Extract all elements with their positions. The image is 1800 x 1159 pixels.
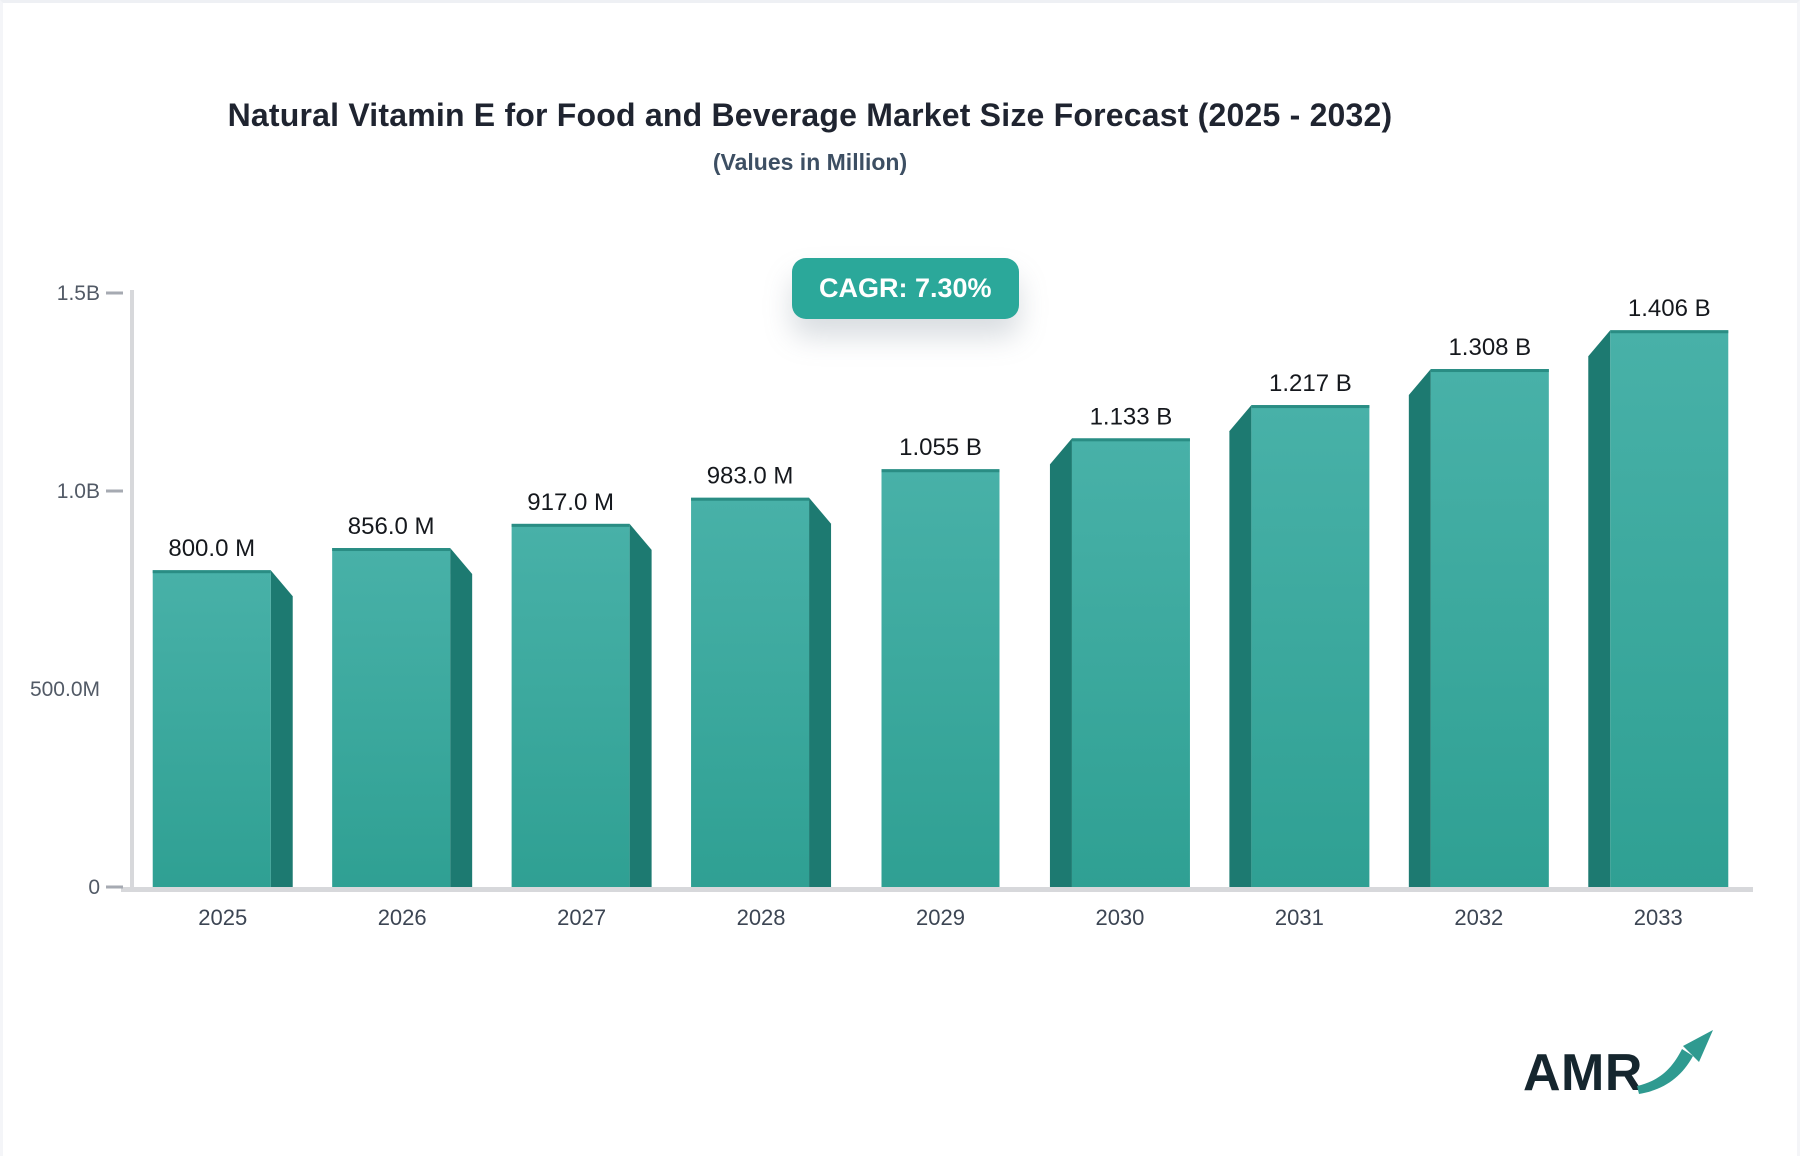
- bar-side: [629, 523, 652, 887]
- bar-group-2028[interactable]: 983.0 M: [691, 463, 832, 887]
- bar-group-2027[interactable]: 917.0 M: [511, 489, 652, 887]
- amr-logo: AMR: [1523, 1030, 1713, 1104]
- bar-side: [1588, 330, 1611, 887]
- growth-arrow-icon: [1637, 1030, 1713, 1094]
- bar-group-2025[interactable]: 800.0 M: [152, 535, 293, 887]
- bar-face: [1430, 369, 1549, 888]
- bar-group-2030[interactable]: 1.133 B: [1049, 403, 1190, 887]
- x-axis-label: 2028: [737, 905, 786, 930]
- bar-top-edge: [332, 548, 451, 552]
- bar-value-label: 1.308 B: [1448, 334, 1531, 361]
- bar-group-2033[interactable]: 1.406 B: [1588, 295, 1729, 887]
- bar-value-label: 917.0 M: [527, 489, 614, 516]
- y-tick-dash: [106, 885, 123, 889]
- bar-value-label: 1.133 B: [1090, 403, 1173, 430]
- bar-top-edge: [152, 570, 271, 574]
- bar-top-edge: [1610, 330, 1729, 334]
- chart-subtitle: (Values in Million): [712, 149, 908, 175]
- bar-top-edge: [1071, 438, 1190, 442]
- x-axis-label: 2025: [198, 905, 247, 930]
- bar-top-edge: [691, 497, 810, 501]
- x-axis-label: 2026: [378, 905, 427, 930]
- bar-side: [809, 497, 832, 887]
- y-axis-label: 1.0B: [57, 480, 100, 503]
- bar-value-label: 800.0 M: [168, 535, 255, 562]
- bar-value-label: 1.055 B: [899, 434, 982, 461]
- y-axis-line: [130, 290, 134, 890]
- x-axis-label: 2030: [1095, 905, 1144, 930]
- bar-face: [152, 570, 271, 887]
- bar-group-2029[interactable]: 1.055 B: [881, 434, 1000, 887]
- bar-top-edge: [881, 469, 1000, 473]
- bar-face: [691, 497, 810, 887]
- bar-value-label: 1.406 B: [1628, 295, 1711, 322]
- y-axis-label: 0: [88, 876, 100, 899]
- amr-logo-text: AMR: [1523, 1044, 1643, 1102]
- chart-title: Natural Vitamin E for Food and Beverage …: [227, 97, 1393, 133]
- axes-layer: 0 500.0M 1.0B 1.5B: [30, 282, 1753, 899]
- bar-face: [511, 523, 630, 887]
- y-axis-label: 500.0M: [30, 678, 100, 701]
- bar-face: [1071, 438, 1190, 887]
- bar-side: [450, 548, 473, 887]
- cagr-badge: CAGR: 7.30%: [792, 258, 1019, 319]
- x-axis-label: 2029: [916, 905, 965, 930]
- bar-value-label: 856.0 M: [348, 513, 435, 540]
- bar-face: [881, 469, 1000, 887]
- chart-header: Natural Vitamin E for Food and Beverage …: [3, 97, 1617, 176]
- y-axis-label: 1.5B: [57, 282, 100, 305]
- y-tick-dash: [106, 291, 123, 295]
- x-axis-label: 2027: [557, 905, 606, 930]
- bar-side: [1408, 369, 1431, 888]
- bar-chart: 0 500.0M 1.0B 1.5B 800.0 M 2025 856.0 M 2026 91…: [30, 282, 1753, 930]
- bar-value-label: 983.0 M: [707, 463, 794, 490]
- x-axis-label: 2031: [1275, 905, 1324, 930]
- x-axis-line: [121, 887, 1753, 892]
- bars-layer: 800.0 M 2025 856.0 M 2026 917.0 M 2027 983.0 M…: [152, 295, 1729, 930]
- y-tick-dash: [106, 489, 123, 493]
- x-axis-label: 2032: [1454, 905, 1503, 930]
- bar-top-edge: [1251, 405, 1370, 409]
- bar-group-2026[interactable]: 856.0 M: [332, 513, 473, 887]
- x-axis-label: 2033: [1634, 905, 1683, 930]
- bar-value-label: 1.217 B: [1269, 370, 1352, 397]
- bar-side: [270, 570, 293, 887]
- bar-face: [1251, 405, 1370, 887]
- bar-side: [1229, 405, 1252, 887]
- bar-group-2032[interactable]: 1.308 B: [1408, 334, 1549, 888]
- bar-face: [332, 548, 451, 887]
- bar-side: [1049, 438, 1072, 887]
- bar-group-2031[interactable]: 1.217 B: [1229, 370, 1370, 887]
- bar-top-edge: [511, 523, 630, 527]
- bar-face: [1610, 330, 1729, 887]
- bar-top-edge: [1430, 369, 1549, 373]
